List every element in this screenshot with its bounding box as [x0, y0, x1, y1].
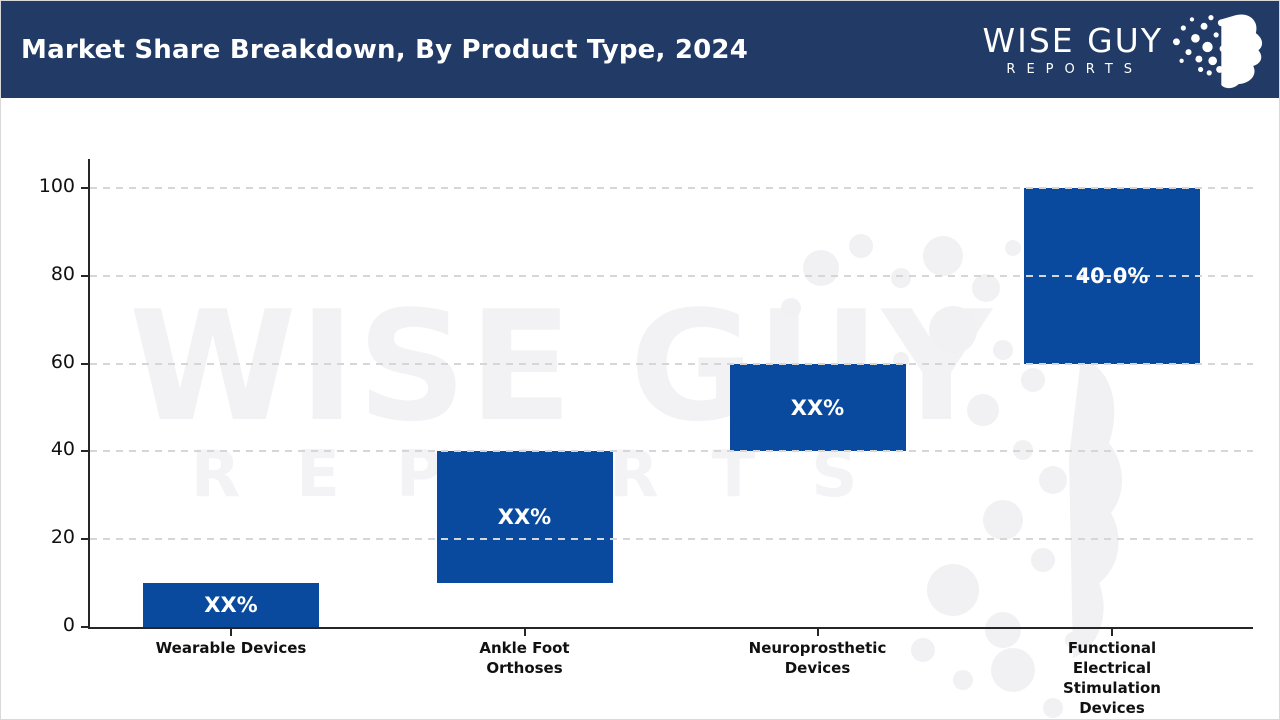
wiseguy-logo: WISE GUY REPORTS: [982, 9, 1265, 91]
y-tick-label-80: 80: [50, 262, 75, 285]
bar-value-label-ankle-foot-orthoses: XX%: [497, 505, 552, 530]
logo-wordmark: WISE GUY: [982, 20, 1163, 60]
y-tick-mark-20: [81, 538, 88, 541]
bar-value-label-neuroprosthetic-devices: XX%: [790, 395, 845, 420]
category-label-neuroprosthetic-devices: Neuroprosthetic Devices: [748, 639, 887, 677]
category-label-wearable-devices: Wearable Devices: [155, 639, 307, 657]
page-title: Market Share Breakdown, By Product Type,…: [21, 34, 748, 65]
x-tick-mark-functional-electrical-stimulation-devices: [1111, 629, 1113, 636]
category-label-functional-electrical-stimulation-devices: Functional Electrical Stimulation Device…: [1063, 639, 1161, 717]
y-tick-label-100: 100: [38, 175, 75, 197]
logo-text: WISE GUY REPORTS: [982, 24, 1163, 76]
bar-value-label-wearable-devices: XX%: [204, 593, 258, 618]
y-tick-label-40: 40: [50, 438, 75, 461]
gridline-60: [90, 362, 1253, 365]
logo-face-icon: [1172, 14, 1263, 88]
y-tick-mark-80: [81, 274, 88, 277]
header-bar: Market Share Breakdown, By Product Type,…: [1, 1, 1279, 98]
y-tick-mark-40: [81, 450, 88, 453]
y-tick-label-60: 60: [50, 350, 75, 373]
bar-neuroprosthetic-devices: [729, 363, 906, 452]
bar-ankle-foot-orthoses: [436, 451, 613, 584]
x-tick-mark-wearable-devices: [230, 629, 232, 636]
y-tick-mark-60: [81, 362, 88, 365]
gridline-20: [90, 538, 1253, 541]
category-label-ankle-foot-orthoses: Ankle Foot Orthoses: [479, 639, 570, 677]
x-axis-line: [88, 627, 1253, 629]
x-tick-mark-neuroprosthetic-devices: [816, 629, 819, 636]
y-axis-line: [88, 159, 90, 629]
y-tick-mark-0: [81, 626, 88, 628]
y-tick-mark-100: [81, 187, 88, 189]
x-tick-mark-ankle-foot-orthoses: [523, 629, 526, 636]
gridline-40: [90, 450, 1253, 453]
gridline-100: [90, 187, 1253, 189]
bar-wearable-devices: [143, 583, 319, 627]
bar-value-label-functional-electrical-stimulation-devices: 40.0%: [1075, 263, 1149, 288]
y-tick-label-20: 20: [50, 526, 75, 549]
y-tick-label-0: 0: [62, 614, 75, 636]
logo-subtitle: REPORTS: [1006, 61, 1144, 77]
gridline-80: [90, 274, 1253, 277]
